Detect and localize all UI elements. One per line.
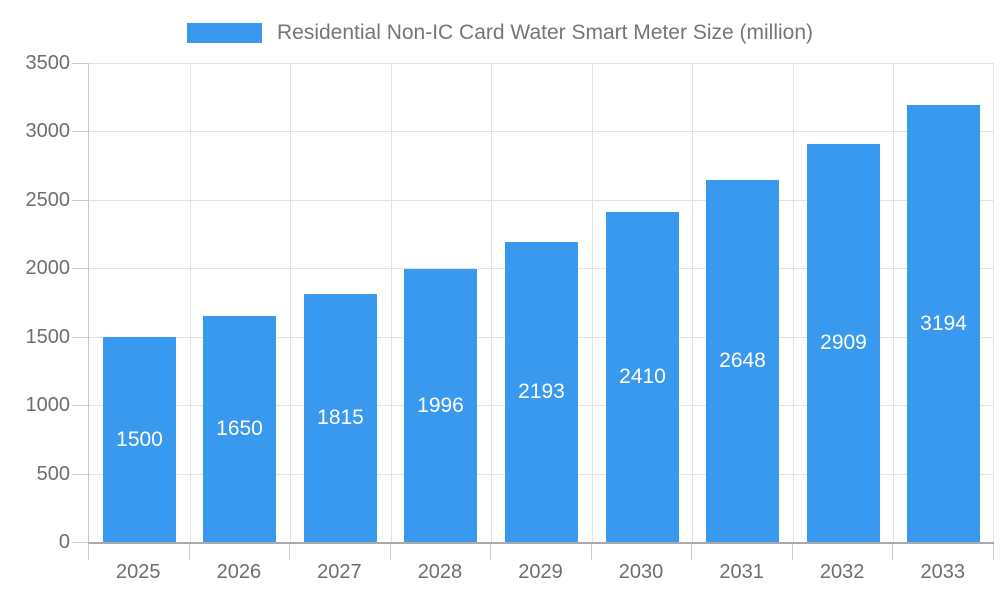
bar[interactable]: 1996 xyxy=(404,269,477,542)
v-gridline xyxy=(491,63,492,542)
v-gridline xyxy=(993,63,994,542)
bar-value-label: 2410 xyxy=(619,365,666,388)
bar[interactable]: 1500 xyxy=(103,337,176,542)
y-tick xyxy=(72,337,88,338)
bar[interactable]: 3194 xyxy=(907,105,980,542)
y-tick-label: 3500 xyxy=(25,52,71,74)
y-tick-label: 0 xyxy=(58,531,70,553)
y-tick xyxy=(72,63,88,64)
x-tick-label: 2026 xyxy=(216,561,262,583)
plot-area: 1500 1650 1815 1996 2193 2410 2648 2909 3194 xyxy=(88,63,994,544)
h-gridline xyxy=(89,200,994,201)
x-tick xyxy=(289,544,290,560)
y-tick-label: 500 xyxy=(36,462,70,485)
x-tick-label: 2030 xyxy=(618,561,664,583)
x-tick-label: 2029 xyxy=(518,561,563,583)
bar[interactable]: 2193 xyxy=(505,242,578,542)
v-gridline xyxy=(190,63,191,542)
legend[interactable]: Residential Non-IC Card Water Smart Mete… xyxy=(0,21,1000,44)
y-tick-label: 3000 xyxy=(25,120,71,143)
v-gridline xyxy=(391,63,392,542)
bar[interactable]: 2410 xyxy=(606,212,679,542)
bar-value-label: 1815 xyxy=(317,406,364,429)
x-tick xyxy=(591,544,592,560)
x-tick-label: 2027 xyxy=(317,561,362,583)
x-tick xyxy=(892,544,893,560)
x-tick xyxy=(490,544,491,560)
y-tick xyxy=(72,200,88,201)
bar[interactable]: 2909 xyxy=(807,144,880,542)
x-tick-label: 2028 xyxy=(417,561,463,583)
x-tick xyxy=(189,544,190,560)
v-gridline xyxy=(592,63,593,542)
bar-value-label: 3194 xyxy=(920,311,967,335)
y-tick xyxy=(72,131,88,132)
y-tick-label: 2500 xyxy=(25,188,71,211)
v-gridline xyxy=(290,63,291,542)
y-tick xyxy=(72,268,88,269)
x-tick xyxy=(390,544,391,560)
legend-swatch-icon xyxy=(186,23,262,43)
y-tick xyxy=(72,405,88,406)
x-tick xyxy=(691,544,692,560)
v-gridline xyxy=(692,63,693,542)
x-tick xyxy=(792,544,793,560)
bar[interactable]: 1650 xyxy=(203,316,276,542)
bar[interactable]: 2648 xyxy=(706,180,779,542)
x-tick-label: 2033 xyxy=(920,561,965,583)
legend-label: Residential Non-IC Card Water Smart Mete… xyxy=(276,21,814,44)
bar-value-label: 2193 xyxy=(518,380,565,403)
x-tick-label: 2031 xyxy=(719,561,764,583)
bar-value-label: 2648 xyxy=(719,349,766,372)
y-tick-label: 1000 xyxy=(25,394,71,417)
bar-value-label: 1500 xyxy=(116,427,163,451)
v-gridline xyxy=(793,63,794,542)
x-tick-label: 2032 xyxy=(819,561,865,583)
y-tick xyxy=(72,474,88,475)
y-tick-label: 1500 xyxy=(25,325,71,348)
y-tick-label: 2000 xyxy=(25,257,71,280)
bar-value-label: 2909 xyxy=(820,331,867,354)
x-tick-label: 2025 xyxy=(116,561,161,583)
h-gridline xyxy=(89,131,994,132)
bar[interactable]: 1815 xyxy=(304,294,377,542)
bar-value-label: 1996 xyxy=(417,393,464,417)
v-gridline xyxy=(893,63,894,542)
y-tick xyxy=(72,542,88,543)
x-tick xyxy=(993,544,994,560)
x-tick xyxy=(88,544,89,560)
bar-value-label: 1650 xyxy=(216,417,263,440)
h-gridline xyxy=(89,63,994,64)
